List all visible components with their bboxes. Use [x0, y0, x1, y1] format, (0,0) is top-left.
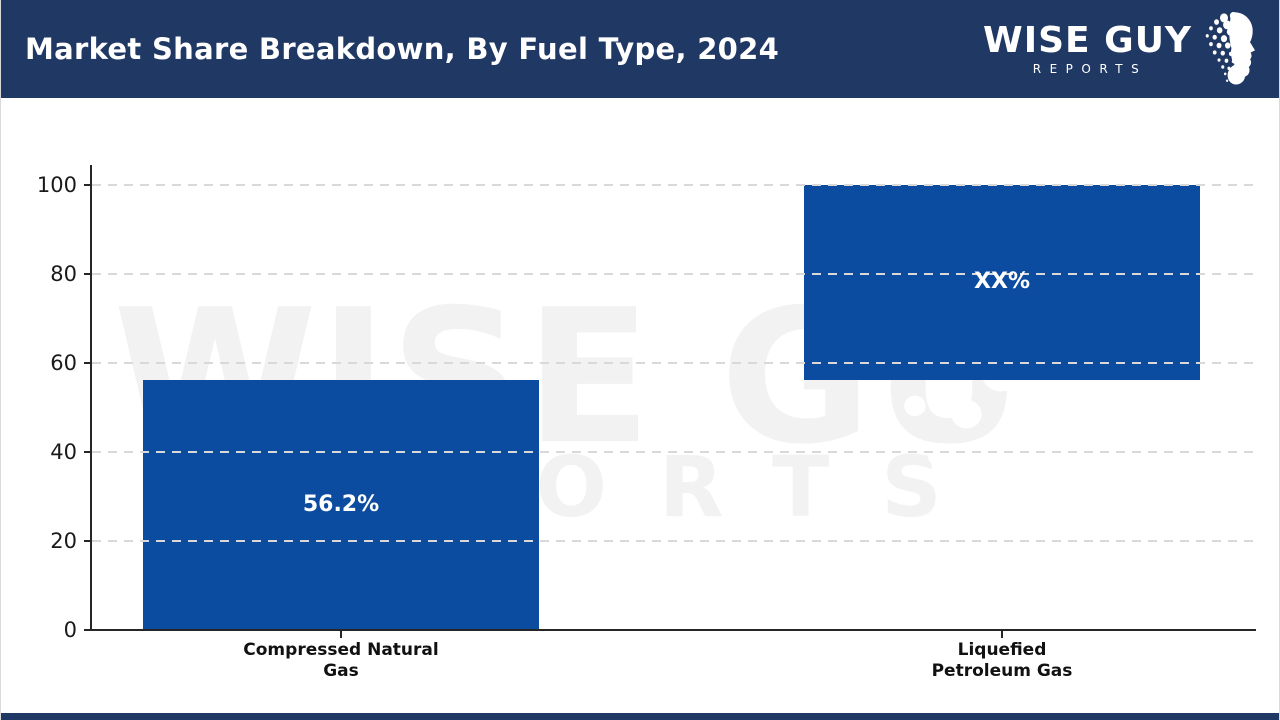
y-tick-mark-60	[84, 362, 91, 364]
y-tick-label-60: 60	[50, 351, 77, 375]
bar-value-label-0: 56.2%	[302, 491, 380, 517]
y-tick-label-0: 0	[63, 618, 77, 642]
logo-name: WISE GUY	[982, 20, 1192, 61]
wise-guy-logo: WISE GUY REPORTS	[983, 11, 1255, 87]
x-category-label-1: Liquefied Petroleum Gas	[842, 640, 1162, 682]
x-category-label-0: Compressed Natural Gas	[181, 640, 501, 682]
footer-bar	[1, 713, 1279, 720]
y-tick-label-100: 100	[36, 173, 77, 197]
bar-0	[143, 379, 539, 630]
x-category-line: Gas	[323, 661, 359, 681]
x-tick-mark-1	[1001, 631, 1003, 638]
x-category-line: Petroleum Gas	[931, 661, 1073, 681]
logo-text: WISE GUY REPORTS	[982, 20, 1192, 76]
gridline-60	[92, 362, 1256, 364]
y-tick-mark-0	[84, 629, 91, 631]
x-axis-line	[90, 629, 1256, 631]
y-tick-mark-80	[84, 273, 91, 275]
y-tick-label-20: 20	[50, 529, 77, 553]
gridline-40	[92, 451, 1256, 453]
header-bar: Market Share Breakdown, By Fuel Type, 20…	[1, 0, 1279, 98]
logo-sub: REPORTS	[1032, 62, 1148, 76]
y-tick-label-40: 40	[50, 440, 77, 464]
page-title: Market Share Breakdown, By Fuel Type, 20…	[25, 32, 780, 66]
y-axis-line	[90, 165, 92, 631]
x-tick-mark-0	[340, 631, 342, 638]
y-tick-mark-20	[84, 540, 91, 542]
gridline-100	[92, 184, 1256, 186]
bar-value-label-1: XX%	[974, 269, 1030, 295]
gridline-80	[92, 273, 1256, 275]
face-profile-icon	[1205, 12, 1255, 85]
y-tick-mark-100	[84, 184, 91, 186]
y-tick-mark-40	[84, 451, 91, 453]
x-category-line: Liquefied	[957, 640, 1047, 660]
gridline-20	[92, 540, 1256, 542]
x-category-line: Compressed Natural	[243, 640, 439, 660]
y-tick-label-80: 80	[50, 262, 77, 286]
